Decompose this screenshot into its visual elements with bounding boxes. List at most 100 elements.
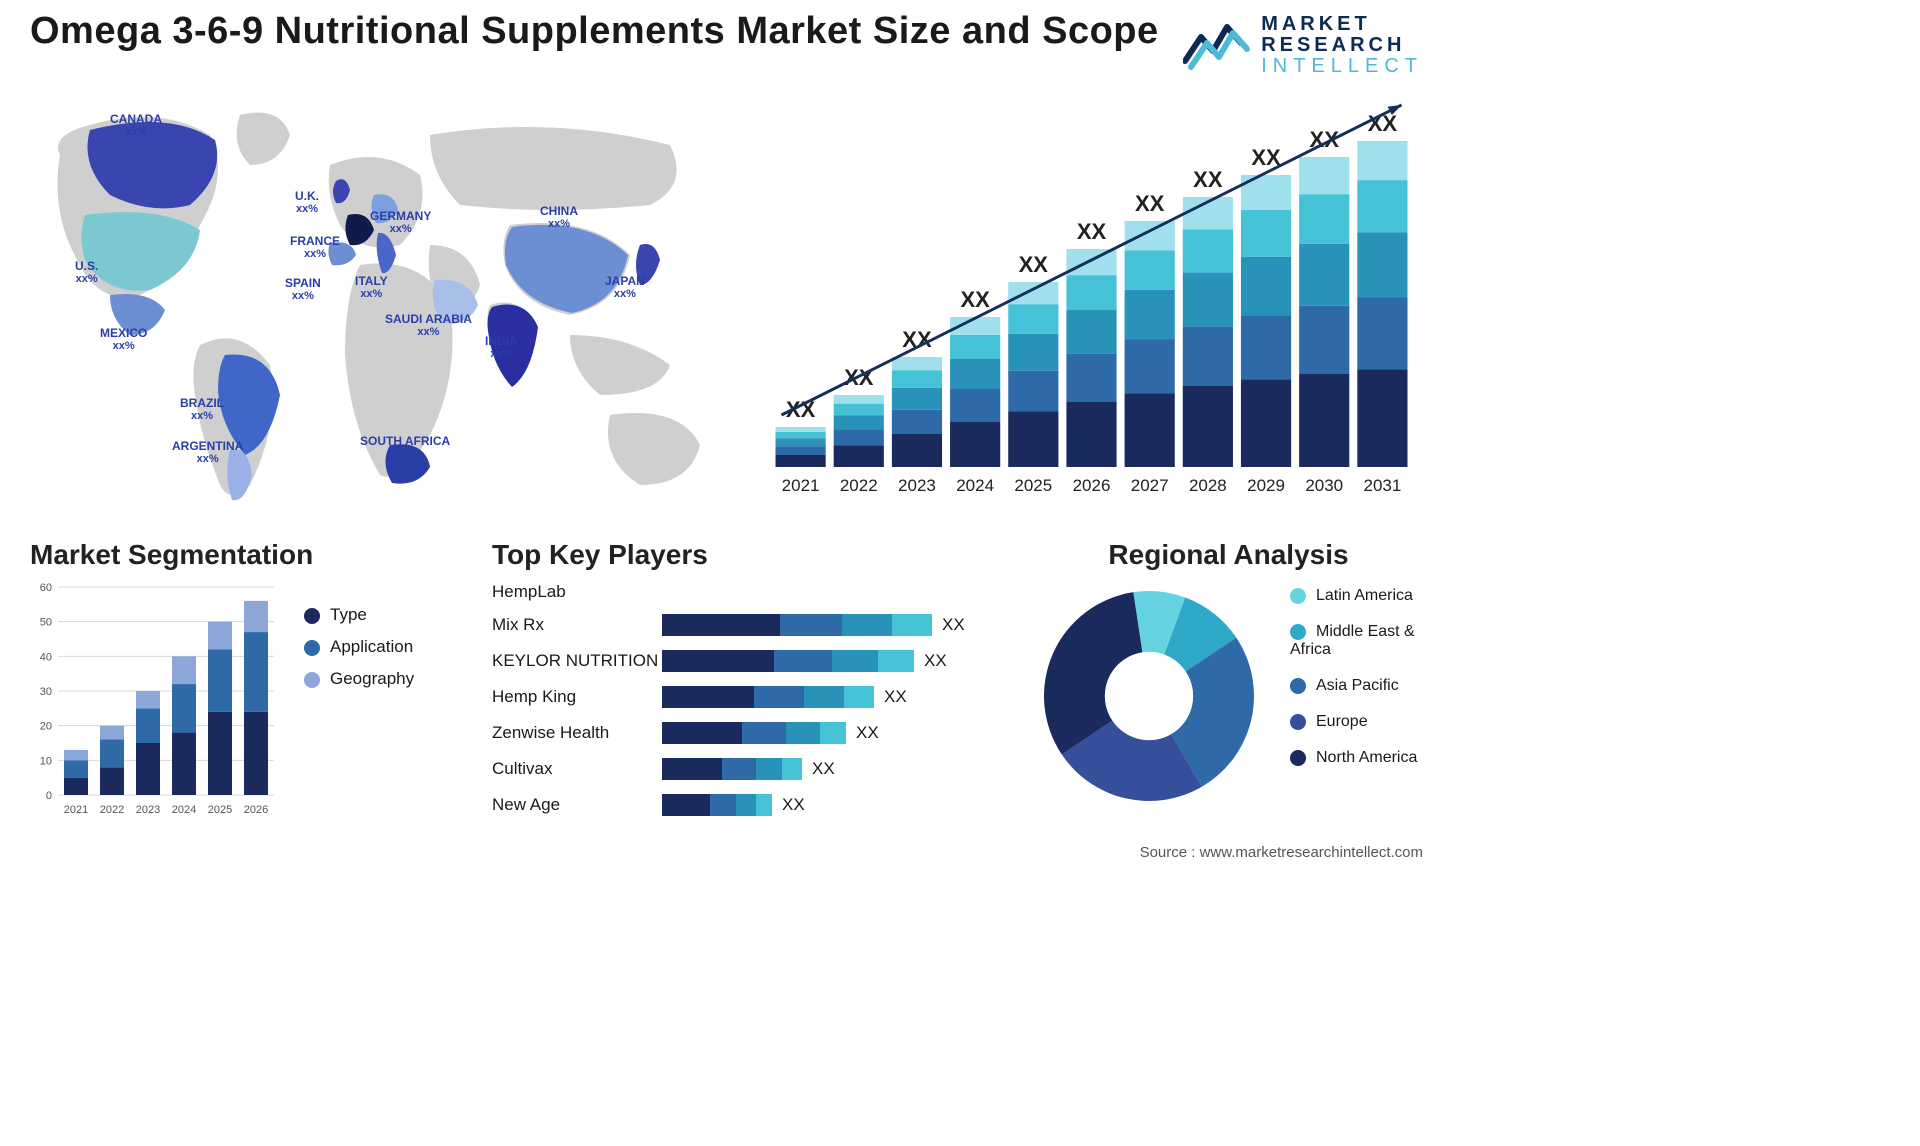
player-row-zenwise-health: Zenwise Health XX	[492, 719, 1012, 747]
player-row-new-age: New Age XX	[492, 791, 1012, 819]
logo-text: MARKET RESEARCH INTELLECT	[1261, 14, 1423, 77]
growth-chart: XX2021XX2022XX2023XX2024XX2025XX2026XX20…	[760, 95, 1423, 515]
player-name: Mix Rx	[492, 615, 662, 635]
player-row-hemp-king: Hemp King XX	[492, 683, 1012, 711]
players-title: Top Key Players	[492, 539, 1012, 571]
source-attribution: Source : www.marketresearchintellect.com	[1140, 844, 1423, 861]
map-label-u-s-: U.S.xx%	[75, 260, 98, 285]
player-bar	[662, 614, 932, 636]
player-value: XX	[884, 687, 907, 707]
map-label-germany: GERMANYxx%	[370, 210, 431, 235]
region-legend-north-america: North America	[1290, 749, 1423, 767]
player-name: KEYLOR NUTRITION	[492, 651, 662, 671]
svg-text:2026: 2026	[1073, 476, 1111, 495]
svg-text:2028: 2028	[1189, 476, 1227, 495]
player-row-hemplab: HempLab	[492, 581, 1012, 603]
svg-text:2025: 2025	[1014, 476, 1052, 495]
map-label-brazil: BRAZILxx%	[180, 397, 224, 422]
player-name: Hemp King	[492, 687, 662, 707]
svg-text:40: 40	[40, 651, 52, 663]
svg-text:2025: 2025	[208, 804, 232, 816]
segmentation-title: Market Segmentation	[30, 539, 470, 571]
svg-text:20: 20	[40, 721, 52, 733]
players-list: HempLabMix RxXXKEYLOR NUTRITIONXXHemp Ki…	[492, 581, 1012, 821]
svg-text:2021: 2021	[64, 804, 88, 816]
svg-text:10: 10	[40, 755, 52, 767]
player-name: Cultivax	[492, 759, 662, 779]
player-bar	[662, 722, 846, 744]
map-label-saudi-arabia: SAUDI ARABIAxx%	[385, 313, 472, 338]
svg-text:2026: 2026	[244, 804, 268, 816]
seg-legend-type: Type	[304, 605, 414, 625]
player-value: XX	[812, 759, 835, 779]
svg-text:2022: 2022	[840, 476, 878, 495]
player-value: XX	[924, 651, 947, 671]
svg-text:XX: XX	[1077, 219, 1107, 244]
brand-logo: MARKET RESEARCH INTELLECT	[1183, 14, 1423, 77]
logo-line3: INTELLECT	[1261, 56, 1423, 77]
map-label-south-africa: SOUTH AFRICAxx%	[360, 435, 450, 460]
map-label-spain: SPAINxx%	[285, 277, 321, 302]
svg-text:60: 60	[40, 582, 52, 594]
growth-chart-svg: XX2021XX2022XX2023XX2024XX2025XX2026XX20…	[760, 95, 1423, 515]
svg-text:2031: 2031	[1363, 476, 1401, 495]
svg-text:XX: XX	[1135, 191, 1165, 216]
player-name: New Age	[492, 795, 662, 815]
segmentation-panel: Market Segmentation 0 10 20 30 40 50 60 2021 202…	[30, 539, 470, 839]
player-name: Zenwise Health	[492, 723, 662, 743]
svg-text:2030: 2030	[1305, 476, 1343, 495]
player-row-mix-rx: Mix Rx XX	[492, 611, 1012, 639]
svg-text:2029: 2029	[1247, 476, 1285, 495]
svg-text:2023: 2023	[898, 476, 936, 495]
map-label-canada: CANADAxx%	[110, 113, 162, 138]
player-bar	[662, 686, 874, 708]
seg-legend-application: Application	[304, 637, 414, 657]
svg-text:2027: 2027	[1131, 476, 1169, 495]
player-name: HempLab	[492, 582, 662, 602]
svg-text:2023: 2023	[136, 804, 160, 816]
seg-legend-geography: Geography	[304, 669, 414, 689]
segmentation-legend: Type Application Geography	[304, 581, 414, 821]
svg-text:XX: XX	[960, 287, 990, 312]
svg-text:2021: 2021	[782, 476, 820, 495]
svg-text:2024: 2024	[172, 804, 196, 816]
region-legend-middle-east-africa: Middle East & Africa	[1290, 623, 1423, 659]
region-legend-europe: Europe	[1290, 713, 1423, 731]
page: Omega 3-6-9 Nutritional Supplements Mark…	[0, 0, 1453, 867]
segmentation-chart: 0 10 20 30 40 50 60 2021 2022 2023 2024 2025 2026	[30, 581, 280, 821]
player-value: XX	[942, 615, 965, 635]
top-row: CANADAxx% U.S.xx% MEXICOxx% BRAZILxx% ARGENT…	[30, 95, 1423, 515]
regional-donut	[1034, 581, 1264, 811]
regional-title: Regional Analysis	[1034, 539, 1423, 571]
player-bar	[662, 650, 914, 672]
svg-text:30: 30	[40, 686, 52, 698]
header: Omega 3-6-9 Nutritional Supplements Mark…	[30, 10, 1423, 77]
map-label-france: FRANCExx%	[290, 235, 340, 260]
svg-text:XX: XX	[1019, 252, 1049, 277]
map-label-italy: ITALYxx%	[355, 275, 388, 300]
player-value: XX	[782, 795, 805, 815]
region-legend-latin-america: Latin America	[1290, 587, 1423, 605]
player-value: XX	[856, 723, 879, 743]
players-panel: Top Key Players HempLabMix RxXXKEYLOR NU…	[492, 539, 1012, 839]
map-label-china: CHINAxx%	[540, 205, 578, 230]
player-row-cultivax: Cultivax XX	[492, 755, 1012, 783]
player-row-keylor-nutrition: KEYLOR NUTRITION XX	[492, 647, 1012, 675]
player-bar	[662, 794, 772, 816]
world-map: CANADAxx% U.S.xx% MEXICOxx% BRAZILxx% ARGENT…	[30, 95, 720, 515]
logo-line2: RESEARCH	[1261, 35, 1423, 56]
logo-icon	[1183, 17, 1251, 75]
svg-text:XX: XX	[1193, 167, 1223, 192]
bottom-row: Market Segmentation 0 10 20 30 40 50 60 2021 202…	[30, 539, 1423, 839]
svg-text:2024: 2024	[956, 476, 994, 495]
map-label-argentina: ARGENTINAxx%	[172, 440, 243, 465]
region-legend-asia-pacific: Asia Pacific	[1290, 677, 1423, 695]
player-bar	[662, 758, 802, 780]
map-label-mexico: MEXICOxx%	[100, 327, 147, 352]
svg-text:50: 50	[40, 617, 52, 629]
regional-legend: Latin America Middle East & Africa Asia Pa…	[1290, 581, 1423, 767]
svg-text:0: 0	[46, 790, 52, 802]
map-label-japan: JAPANxx%	[605, 275, 645, 300]
svg-text:2022: 2022	[100, 804, 124, 816]
regional-panel: Regional Analysis Latin America Middle Ea…	[1034, 539, 1423, 839]
